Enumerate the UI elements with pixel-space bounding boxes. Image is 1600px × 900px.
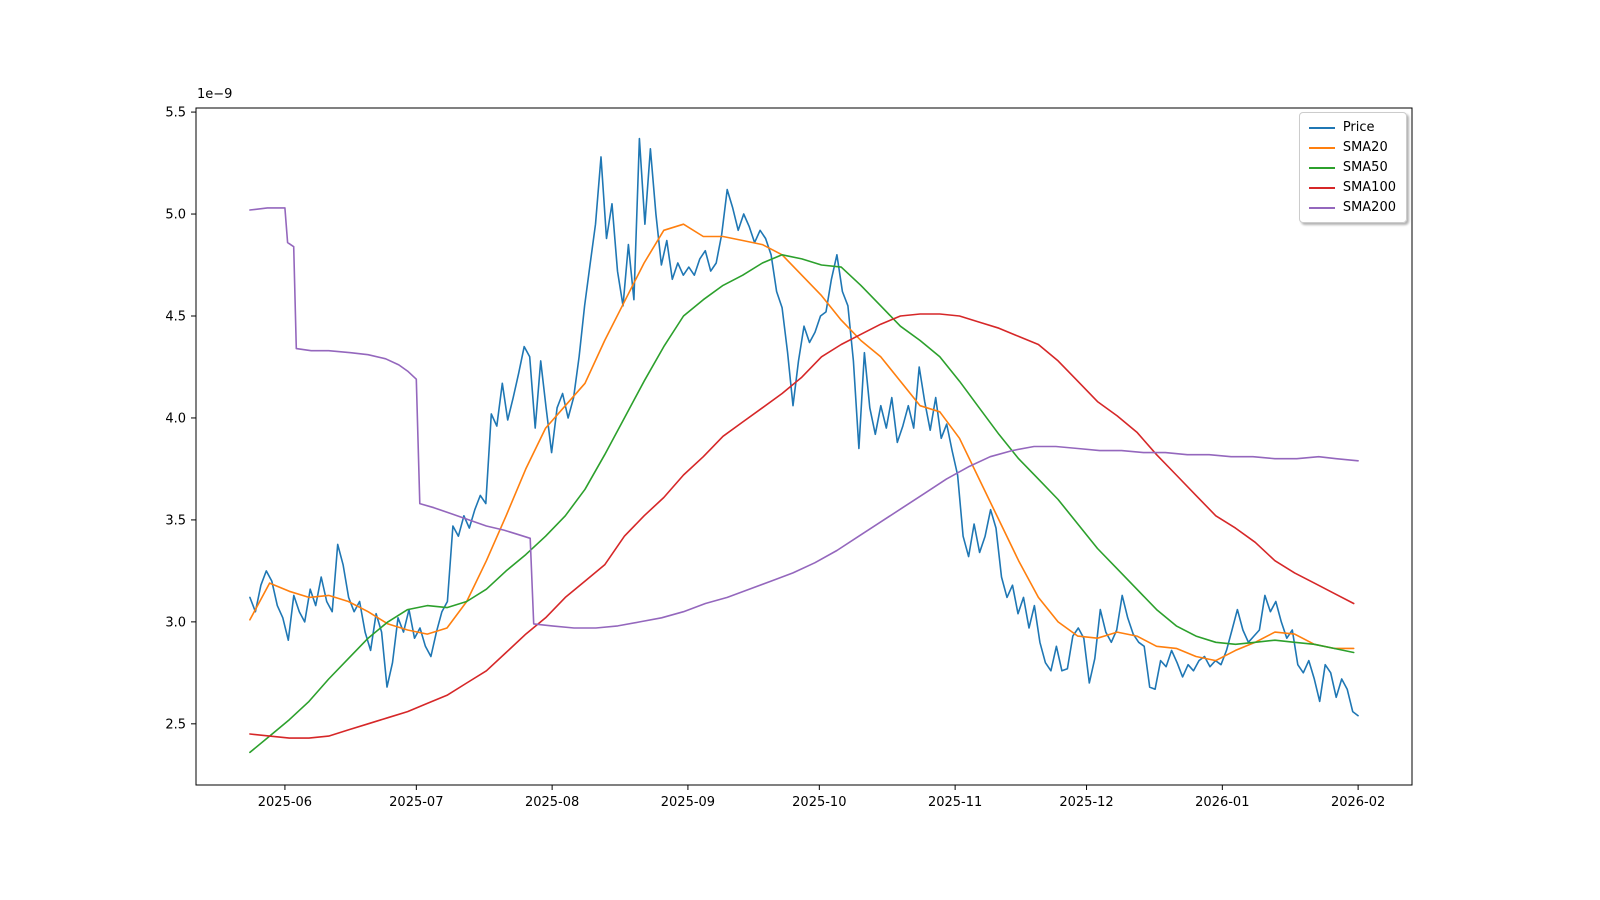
- legend-line-sample-icon: [1308, 206, 1335, 209]
- legend-line-sample-icon: [1308, 126, 1335, 129]
- series-line-sma20: [249, 223, 1355, 662]
- x-tick-label: 2025-08: [525, 795, 579, 810]
- y-axis-offset-label: 1e−9: [197, 87, 232, 102]
- x-tick-label: 2025-12: [1059, 795, 1113, 810]
- legend-item-label: SMA100: [1342, 180, 1396, 195]
- legend-item: Price: [1308, 120, 1396, 135]
- legend-line-sample-icon: [1308, 146, 1335, 149]
- x-tick-label: 2025-06: [258, 795, 312, 810]
- legend-item-label: SMA200: [1342, 200, 1396, 215]
- y-tick-label: 5.5: [165, 106, 186, 121]
- legend: Price SMA20 SMA50 SMA100 SMA200: [1298, 112, 1407, 223]
- x-tick-label: 2026-01: [1195, 795, 1249, 810]
- legend-line-sample-icon: [1308, 186, 1335, 189]
- y-tick-label: 2.5: [165, 717, 186, 732]
- x-tick-label: 2025-09: [661, 795, 715, 810]
- legend-item: SMA200: [1308, 200, 1396, 215]
- legend-item: SMA50: [1308, 160, 1396, 175]
- y-tick-label: 5.0: [165, 208, 186, 223]
- y-tick-label: 4.5: [165, 309, 186, 324]
- legend-item-label: SMA20: [1342, 140, 1388, 155]
- legend-line-sample-icon: [1308, 166, 1335, 169]
- y-tick-label: 3.5: [165, 513, 186, 528]
- series-line-sma100: [249, 313, 1355, 739]
- legend-item-label: SMA50: [1342, 160, 1388, 175]
- series-line-sma50: [249, 254, 1355, 754]
- legend-item: SMA100: [1308, 180, 1396, 195]
- y-tick-label: 4.0: [165, 411, 186, 426]
- axes-border: [195, 107, 1413, 786]
- x-tick-label: 2026-02: [1331, 795, 1385, 810]
- legend-item-label: Price: [1342, 120, 1375, 135]
- legend-item: SMA20: [1308, 140, 1396, 155]
- x-tick-label: 2025-11: [928, 795, 982, 810]
- x-tick-label: 2025-10: [792, 795, 846, 810]
- series-line-price: [249, 137, 1359, 717]
- y-tick-label: 3.0: [165, 615, 186, 630]
- x-tick-label: 2025-07: [389, 795, 443, 810]
- series-line-sma200: [249, 207, 1359, 629]
